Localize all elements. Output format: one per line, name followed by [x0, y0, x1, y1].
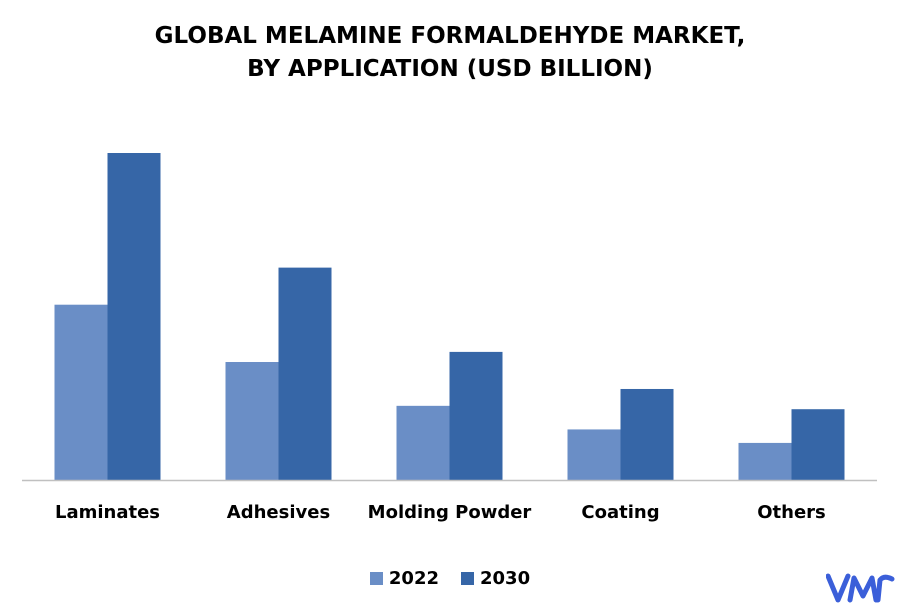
category-tick-labels: Laminates Adhesives Molding Powder Coating O…: [55, 502, 826, 523]
legend: 2022 2030: [0, 568, 900, 589]
bar-others-2022: [738, 442, 792, 480]
bar-laminates-2030: [107, 153, 161, 480]
tick-label-coating: Coating: [581, 502, 659, 523]
bar-molding-powder-2022: [396, 405, 450, 480]
bar-coating-2022: [567, 429, 621, 480]
bar-adhesives-2022: [225, 362, 279, 480]
legend-label-2030: 2030: [480, 568, 531, 589]
bar-laminates-2022: [54, 304, 108, 480]
legend-swatch-2022: [369, 572, 383, 585]
tick-label-molding-powder: Molding Powder: [368, 502, 532, 523]
legend-item-2022: 2022: [369, 568, 439, 589]
bars-group: [54, 153, 845, 480]
bar-others-2030: [791, 409, 845, 480]
tick-label-laminates: Laminates: [55, 502, 160, 523]
chart-title-line-2: BY APPLICATION (USD BILLION): [247, 56, 653, 82]
bar-adhesives-2030: [278, 267, 332, 480]
bar-coating-2030: [620, 388, 674, 480]
legend-item-2030: 2030: [461, 568, 530, 589]
bar-molding-powder-2030: [449, 351, 503, 480]
tick-label-others: Others: [757, 502, 826, 523]
legend-swatch-2030: [461, 572, 474, 585]
chart-title-line-1: GLOBAL MELAMINE FORMALDEHYDE MARKET,: [154, 23, 746, 49]
legend-label-2022: 2022: [388, 568, 439, 589]
tick-label-adhesives: Adhesives: [227, 502, 330, 523]
vmr-logo-icon: [825, 570, 896, 609]
chart-title: GLOBAL MELAMINE FORMALDEHYDE MARKET, BY …: [0, 20, 900, 86]
